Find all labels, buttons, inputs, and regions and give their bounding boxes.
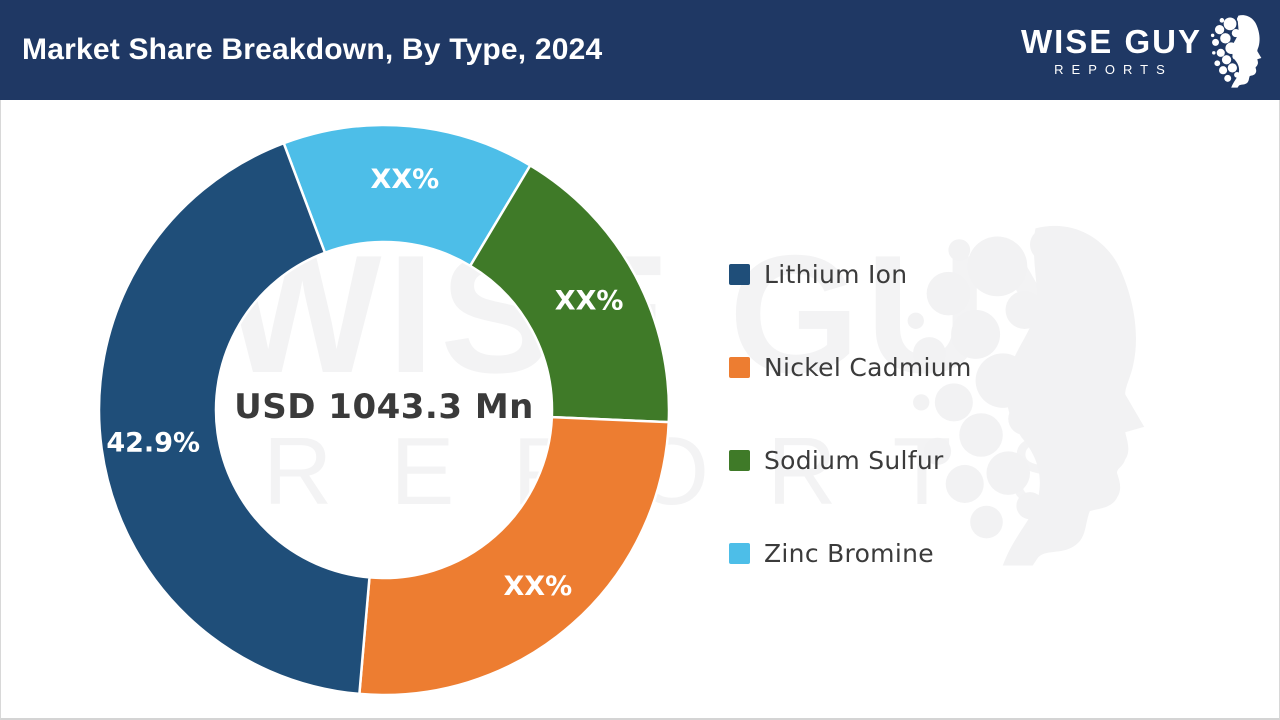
segment-label-nickel-cadmium: XX% — [503, 571, 572, 602]
logo-wordmark: WISE GUY REPORTS — [1021, 25, 1202, 76]
legend: Lithium Ion Nickel Cadmium Sodium Sulfur… — [729, 260, 972, 568]
segment-label-zinc-bromine: XX% — [371, 164, 440, 195]
logo-face-icon — [1210, 14, 1262, 88]
segment-label-lithium-ion: 42.9% — [106, 428, 200, 459]
wise-guy-logo: WISE GUY REPORTS — [1021, 12, 1266, 89]
donut-center-value: USD 1043.3 Mn — [234, 387, 534, 427]
chart-area: WISE GUY REPORTS XX% XX% XX% 42.9% USD 1043… — [0, 100, 1280, 720]
donut-segment-lithium-ion — [97, 141, 371, 696]
donut-segment-zinc-bromine — [282, 123, 532, 268]
legend-swatch-sodium-sulfur — [729, 450, 750, 471]
segment-label-sodium-sulfur: XX% — [555, 285, 624, 316]
legend-label: Nickel Cadmium — [764, 353, 972, 382]
legend-item-nickel-cadmium: Nickel Cadmium — [729, 353, 972, 382]
legend-item-sodium-sulfur: Sodium Sulfur — [729, 446, 972, 475]
legend-label: Sodium Sulfur — [764, 446, 944, 475]
logo-wordmark-sub: REPORTS — [1054, 61, 1173, 77]
donut-segment-nickel-cadmium — [358, 415, 670, 697]
legend-item-lithium-ion: Lithium Ion — [729, 260, 972, 289]
legend-item-zinc-bromine: Zinc Bromine — [729, 539, 972, 568]
legend-swatch-zinc-bromine — [729, 543, 750, 564]
donut-chart: XX% XX% XX% 42.9% — [97, 123, 671, 697]
legend-label: Lithium Ion — [764, 260, 908, 289]
header-bar: Market Share Breakdown, By Type, 2024 WI… — [0, 0, 1280, 100]
legend-label: Zinc Bromine — [764, 539, 934, 568]
donut-segment-sodium-sulfur — [468, 164, 671, 424]
legend-swatch-lithium-ion — [729, 264, 750, 285]
legend-swatch-nickel-cadmium — [729, 357, 750, 378]
page-title: Market Share Breakdown, By Type, 2024 — [22, 33, 603, 66]
logo-wordmark-main: WISE GUY — [1020, 22, 1202, 60]
